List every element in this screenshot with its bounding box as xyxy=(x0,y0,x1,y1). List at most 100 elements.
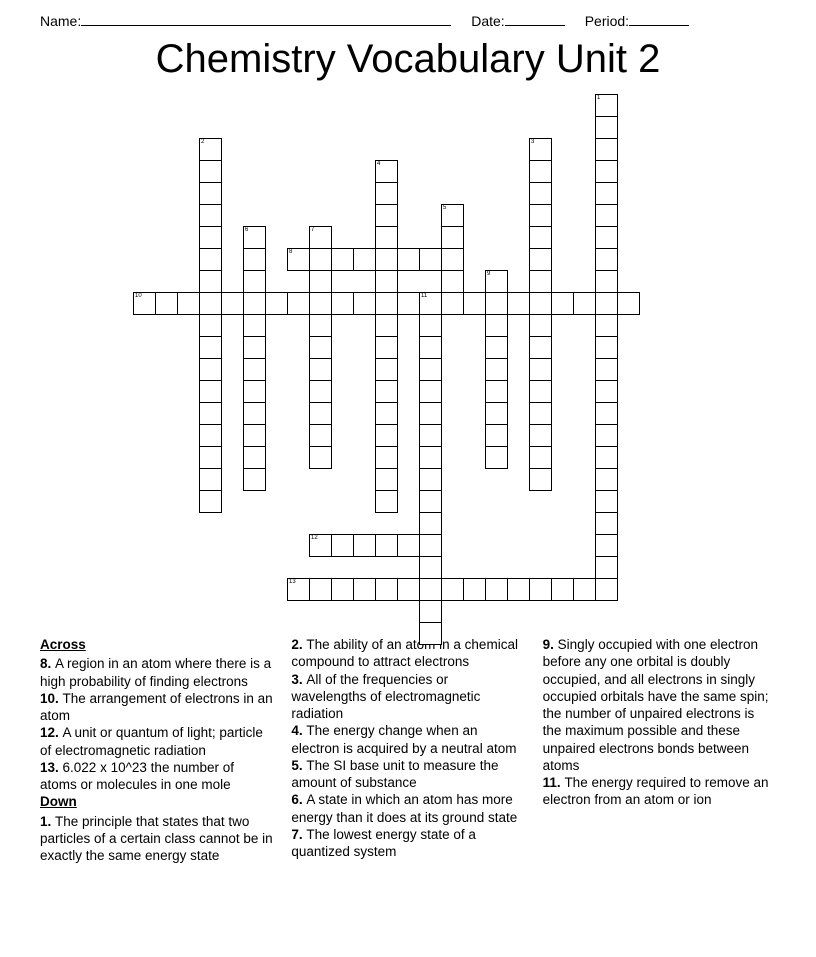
grid-cell[interactable] xyxy=(529,226,552,249)
grid-cell[interactable] xyxy=(199,336,222,359)
grid-cell[interactable] xyxy=(397,578,420,601)
grid-cell[interactable] xyxy=(529,468,552,491)
grid-cell[interactable] xyxy=(595,226,618,249)
grid-cell[interactable] xyxy=(485,446,508,469)
grid-cell[interactable] xyxy=(375,446,398,469)
grid-cell[interactable] xyxy=(199,292,222,315)
grid-cell[interactable] xyxy=(375,358,398,381)
grid-cell[interactable]: 12 xyxy=(309,534,332,557)
grid-cell[interactable] xyxy=(485,578,508,601)
grid-cell[interactable] xyxy=(595,204,618,227)
grid-cell[interactable] xyxy=(485,380,508,403)
grid-cell[interactable] xyxy=(199,314,222,337)
grid-cell[interactable] xyxy=(529,380,552,403)
grid-cell[interactable] xyxy=(529,578,552,601)
grid-cell[interactable] xyxy=(419,358,442,381)
grid-cell[interactable] xyxy=(309,292,332,315)
grid-cell[interactable] xyxy=(243,270,266,293)
grid-cell[interactable] xyxy=(573,578,596,601)
grid-cell[interactable] xyxy=(221,292,244,315)
grid-cell[interactable] xyxy=(419,490,442,513)
grid-cell[interactable] xyxy=(419,402,442,425)
grid-cell[interactable] xyxy=(595,358,618,381)
grid-cell[interactable] xyxy=(419,424,442,447)
grid-cell[interactable] xyxy=(529,204,552,227)
grid-cell[interactable] xyxy=(331,248,354,271)
grid-cell[interactable] xyxy=(375,578,398,601)
grid-cell[interactable] xyxy=(419,248,442,271)
grid-cell[interactable] xyxy=(199,226,222,249)
grid-cell[interactable] xyxy=(309,446,332,469)
grid-cell[interactable]: 10 xyxy=(133,292,156,315)
grid-cell[interactable] xyxy=(529,160,552,183)
grid-cell[interactable] xyxy=(243,336,266,359)
grid-cell[interactable] xyxy=(507,578,530,601)
grid-cell[interactable] xyxy=(177,292,200,315)
grid-cell[interactable] xyxy=(529,336,552,359)
grid-cell[interactable] xyxy=(595,270,618,293)
grid-cell[interactable] xyxy=(397,292,420,315)
grid-cell[interactable] xyxy=(595,116,618,139)
grid-cell[interactable] xyxy=(463,292,486,315)
grid-cell[interactable] xyxy=(419,622,442,645)
grid-cell[interactable] xyxy=(529,402,552,425)
grid-cell[interactable]: 3 xyxy=(529,138,552,161)
grid-cell[interactable] xyxy=(309,402,332,425)
grid-cell[interactable] xyxy=(595,248,618,271)
grid-cell[interactable] xyxy=(419,600,442,623)
grid-cell[interactable] xyxy=(309,578,332,601)
grid-cell[interactable] xyxy=(419,336,442,359)
name-blank[interactable] xyxy=(81,12,451,26)
grid-cell[interactable] xyxy=(375,468,398,491)
grid-cell[interactable] xyxy=(441,270,464,293)
grid-cell[interactable] xyxy=(485,314,508,337)
grid-cell[interactable] xyxy=(485,292,508,315)
grid-cell[interactable] xyxy=(353,578,376,601)
grid-cell[interactable] xyxy=(199,204,222,227)
grid-cell[interactable] xyxy=(243,358,266,381)
grid-cell[interactable] xyxy=(595,138,618,161)
grid-cell[interactable] xyxy=(199,182,222,205)
grid-cell[interactable] xyxy=(595,402,618,425)
grid-cell[interactable] xyxy=(375,270,398,293)
grid-cell[interactable] xyxy=(397,248,420,271)
grid-cell[interactable] xyxy=(199,490,222,513)
grid-cell[interactable] xyxy=(375,226,398,249)
grid-cell[interactable] xyxy=(595,380,618,403)
grid-cell[interactable] xyxy=(397,534,420,557)
grid-cell[interactable] xyxy=(199,248,222,271)
grid-cell[interactable] xyxy=(595,446,618,469)
grid-cell[interactable] xyxy=(529,248,552,271)
grid-cell[interactable] xyxy=(529,424,552,447)
grid-cell[interactable] xyxy=(243,380,266,403)
grid-cell[interactable] xyxy=(309,248,332,271)
grid-cell[interactable] xyxy=(199,380,222,403)
grid-cell[interactable] xyxy=(199,446,222,469)
grid-cell[interactable] xyxy=(309,358,332,381)
grid-cell[interactable] xyxy=(485,402,508,425)
grid-cell[interactable]: 5 xyxy=(441,204,464,227)
grid-cell[interactable] xyxy=(375,336,398,359)
grid-cell[interactable] xyxy=(353,534,376,557)
grid-cell[interactable] xyxy=(595,336,618,359)
grid-cell[interactable] xyxy=(375,204,398,227)
grid-cell[interactable] xyxy=(199,160,222,183)
grid-cell[interactable] xyxy=(551,292,574,315)
date-blank[interactable] xyxy=(505,12,565,26)
grid-cell[interactable] xyxy=(375,314,398,337)
grid-cell[interactable] xyxy=(529,182,552,205)
grid-cell[interactable] xyxy=(243,468,266,491)
grid-cell[interactable] xyxy=(419,556,442,579)
grid-cell[interactable]: 9 xyxy=(485,270,508,293)
grid-cell[interactable] xyxy=(265,292,288,315)
grid-cell[interactable] xyxy=(243,314,266,337)
grid-cell[interactable] xyxy=(441,248,464,271)
grid-cell[interactable] xyxy=(485,336,508,359)
grid-cell[interactable] xyxy=(595,314,618,337)
grid-cell[interactable] xyxy=(463,578,486,601)
grid-cell[interactable]: 4 xyxy=(375,160,398,183)
grid-cell[interactable] xyxy=(595,578,618,601)
grid-cell[interactable] xyxy=(199,468,222,491)
grid-cell[interactable] xyxy=(287,292,310,315)
grid-cell[interactable] xyxy=(199,402,222,425)
